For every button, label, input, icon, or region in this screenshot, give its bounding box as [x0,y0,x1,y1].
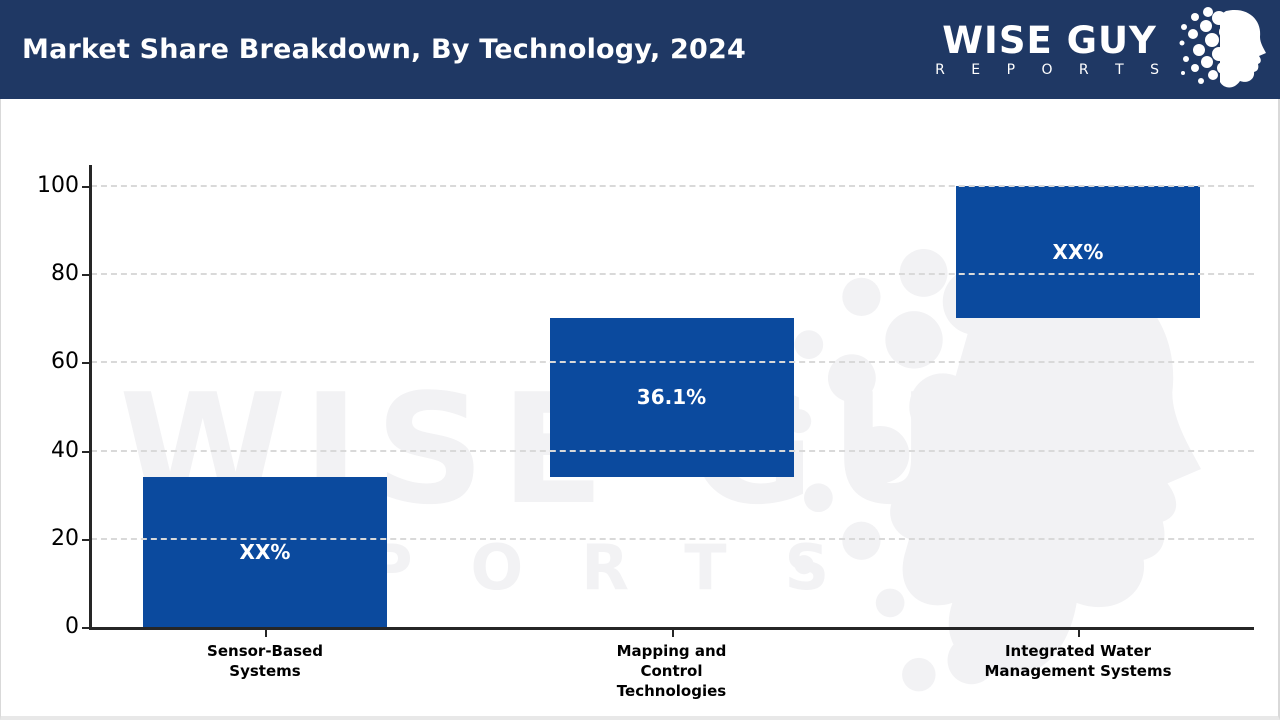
brand-logo-text: WISE GUY R E P O R T S [929,18,1170,78]
brand-logo-subtitle: R E P O R T S [935,61,1170,78]
category-label: Mapping and Control Technologies [616,642,727,700]
bar-value-label: XX% [1052,239,1104,264]
category-label: Integrated Water Management Systems [984,642,1172,680]
gridline-y60 [91,361,1254,364]
y-axis-line [89,164,92,629]
gridline-y80 [91,273,1254,276]
brand-logo-wordmark: WISE GUY [942,18,1157,62]
y-tick-label: 80 [51,261,79,287]
bar-value-label: XX% [239,540,291,565]
y-tick-mark [82,450,89,453]
x-tick-mark [671,629,674,637]
page-title: Market Share Breakdown, By Technology, 2… [22,34,747,65]
y-tick-mark [82,186,89,188]
bar-segment [143,477,387,627]
gridline-y20 [91,537,1254,540]
chart-area: WISE GUY REPORTS 020406080100XX%Sensor-B… [0,99,1280,720]
category-label: Sensor-Based Systems [207,642,323,680]
y-tick-label: 40 [51,437,79,463]
bar-value-label: 36.1% [636,385,707,410]
brand-logo: WISE GUY R E P O R T S [929,5,1280,95]
y-tick-label: 20 [51,525,79,551]
gridline-y100 [91,185,1254,187]
y-tick-mark [82,274,89,277]
x-tick-mark [1078,629,1080,637]
y-tick-label: 60 [51,349,79,375]
bar-segment [956,186,1200,318]
y-tick-label: 100 [37,173,79,198]
gridline-y40 [91,449,1254,452]
header-band: Market Share Breakdown, By Technology, 2… [0,0,1280,99]
x-axis-line [89,627,1254,630]
x-tick-mark [265,629,267,637]
y-tick-mark [82,362,89,365]
y-tick-mark [82,627,89,629]
brand-face-dots-icon [1174,5,1266,95]
y-tick-mark [82,538,89,541]
y-tick-label: 0 [65,614,79,639]
